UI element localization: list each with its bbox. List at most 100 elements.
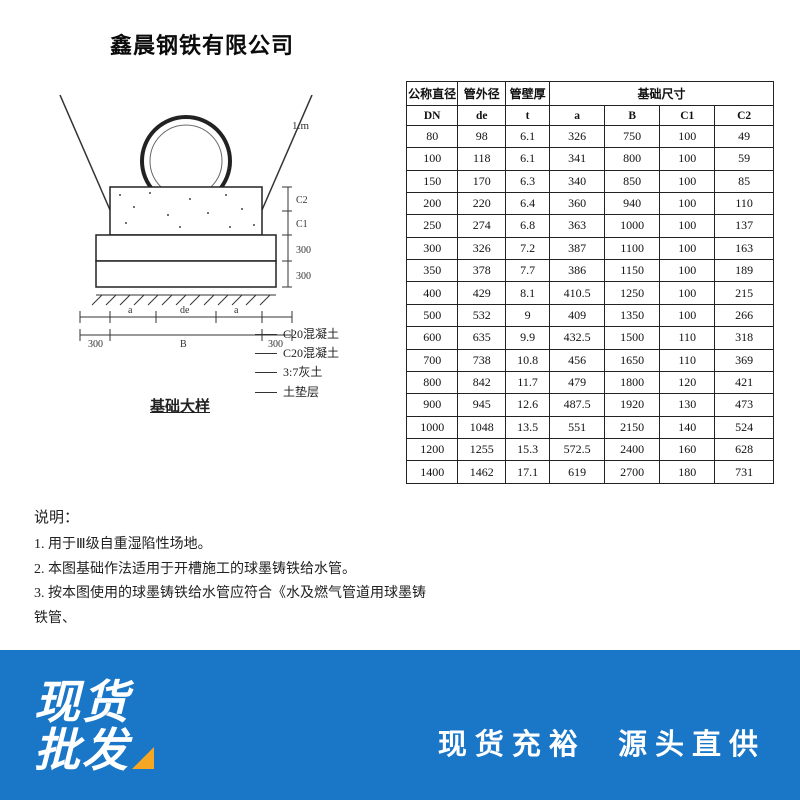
cell: 340 [550, 170, 605, 192]
svg-text:B: B [180, 339, 187, 350]
cell: 80 [407, 125, 458, 147]
footer-tagline: 现货充裕 源头直供 [438, 721, 766, 763]
th-C1: C1 [660, 106, 715, 125]
cell: 409 [550, 304, 605, 326]
cell: 200 [407, 192, 458, 214]
table-row: 80986.132675010049 [407, 125, 774, 147]
th-t-top: 管壁厚 [506, 82, 550, 106]
cell: 750 [605, 125, 660, 147]
cell: 1150 [605, 260, 660, 282]
table-row: 1400146217.16192700180731 [407, 461, 774, 483]
note-item: 3. 按本图使用的球墨铸铁给水管应符合《水及燃气管道用球墨铸铁管、 [34, 582, 434, 631]
cell: 17.1 [506, 461, 550, 483]
cell: 1920 [605, 394, 660, 416]
table-row: 2502746.83631000100137 [407, 215, 774, 237]
cell: 250 [407, 215, 458, 237]
cell: 189 [715, 260, 774, 282]
table-row: 1200125515.3572.52400160628 [407, 439, 774, 461]
cell: 1255 [458, 439, 506, 461]
table-row: 3003267.23871100100163 [407, 237, 774, 259]
cell: 100 [660, 304, 715, 326]
cell: 628 [715, 439, 774, 461]
cell: 7.2 [506, 237, 550, 259]
table-row: 4004298.1410.51250100215 [407, 282, 774, 304]
cell: 551 [550, 416, 605, 438]
cell: 110 [660, 327, 715, 349]
cell: 378 [458, 260, 506, 282]
cell: 410.5 [550, 282, 605, 304]
cell: 1800 [605, 371, 660, 393]
foundation-diagram: 1:m [30, 95, 370, 555]
svg-text:300: 300 [88, 339, 103, 350]
cell: 940 [605, 192, 660, 214]
note-item: 2. 本图基础作法适用于开槽施工的球墨铸铁给水管。 [34, 558, 434, 583]
th-B: B [605, 106, 660, 125]
th-de: de [458, 106, 506, 125]
cell: 456 [550, 349, 605, 371]
cell: 532 [458, 304, 506, 326]
cell: 341 [550, 148, 605, 170]
cell: 137 [715, 215, 774, 237]
cell: 6.4 [506, 192, 550, 214]
cell: 945 [458, 394, 506, 416]
cell: 369 [715, 349, 774, 371]
svg-text:de: de [180, 305, 190, 316]
cell: 6.1 [506, 125, 550, 147]
cell: 1400 [407, 461, 458, 483]
cell: 700 [407, 349, 458, 371]
cell: 49 [715, 125, 774, 147]
table-row: 1501706.334085010085 [407, 170, 774, 192]
cell: 140 [660, 416, 715, 438]
cell: 100 [660, 148, 715, 170]
cell: 110 [660, 349, 715, 371]
cell: 387 [550, 237, 605, 259]
cell: 524 [715, 416, 774, 438]
cell: 1250 [605, 282, 660, 304]
cell: 731 [715, 461, 774, 483]
cell: 100 [660, 192, 715, 214]
cell: 1462 [458, 461, 506, 483]
table-row: 6006359.9432.51500110318 [407, 327, 774, 349]
cell: 8.1 [506, 282, 550, 304]
cell: 12.6 [506, 394, 550, 416]
cell: 6.1 [506, 148, 550, 170]
cell: 842 [458, 371, 506, 393]
cell: 100 [660, 237, 715, 259]
cell: 619 [550, 461, 605, 483]
cell: 100 [660, 215, 715, 237]
cell: 500 [407, 304, 458, 326]
cell: 363 [550, 215, 605, 237]
table-row: 70073810.84561650110369 [407, 349, 774, 371]
cell: 1000 [407, 416, 458, 438]
slope-label: 1:m [292, 120, 310, 132]
dimensions-table: 公称直径 管外径 管壁厚 基础尺寸 DNdetaBC1C2 80986.1326… [406, 81, 774, 484]
th-dn-top: 公称直径 [407, 82, 458, 106]
cell: 386 [550, 260, 605, 282]
cell: 600 [407, 327, 458, 349]
table-row: 80084211.74791800120421 [407, 371, 774, 393]
cell: 13.5 [506, 416, 550, 438]
cell: 1500 [605, 327, 660, 349]
table-row: 50053294091350100266 [407, 304, 774, 326]
diagram-title: 基础大样 [150, 395, 210, 416]
th-de-top: 管外径 [458, 82, 506, 106]
cell: 2150 [605, 416, 660, 438]
th-group: 基础尺寸 [550, 82, 774, 106]
cell: 360 [550, 192, 605, 214]
note-item: 1. 用于Ⅲ级自重湿陷性场地。 [34, 533, 434, 558]
cell: 180 [660, 461, 715, 483]
cell: 160 [660, 439, 715, 461]
table-row: 90094512.6487.51920130473 [407, 394, 774, 416]
cell: 1200 [407, 439, 458, 461]
cell: 1350 [605, 304, 660, 326]
cell: 100 [407, 148, 458, 170]
th-DN: DN [407, 106, 458, 125]
cell: 738 [458, 349, 506, 371]
cell: 432.5 [550, 327, 605, 349]
cell: 850 [605, 170, 660, 192]
cell: 9 [506, 304, 550, 326]
notes-title: 说明： [34, 505, 434, 531]
cell: 150 [407, 170, 458, 192]
cell: 800 [407, 371, 458, 393]
cell: 9.9 [506, 327, 550, 349]
